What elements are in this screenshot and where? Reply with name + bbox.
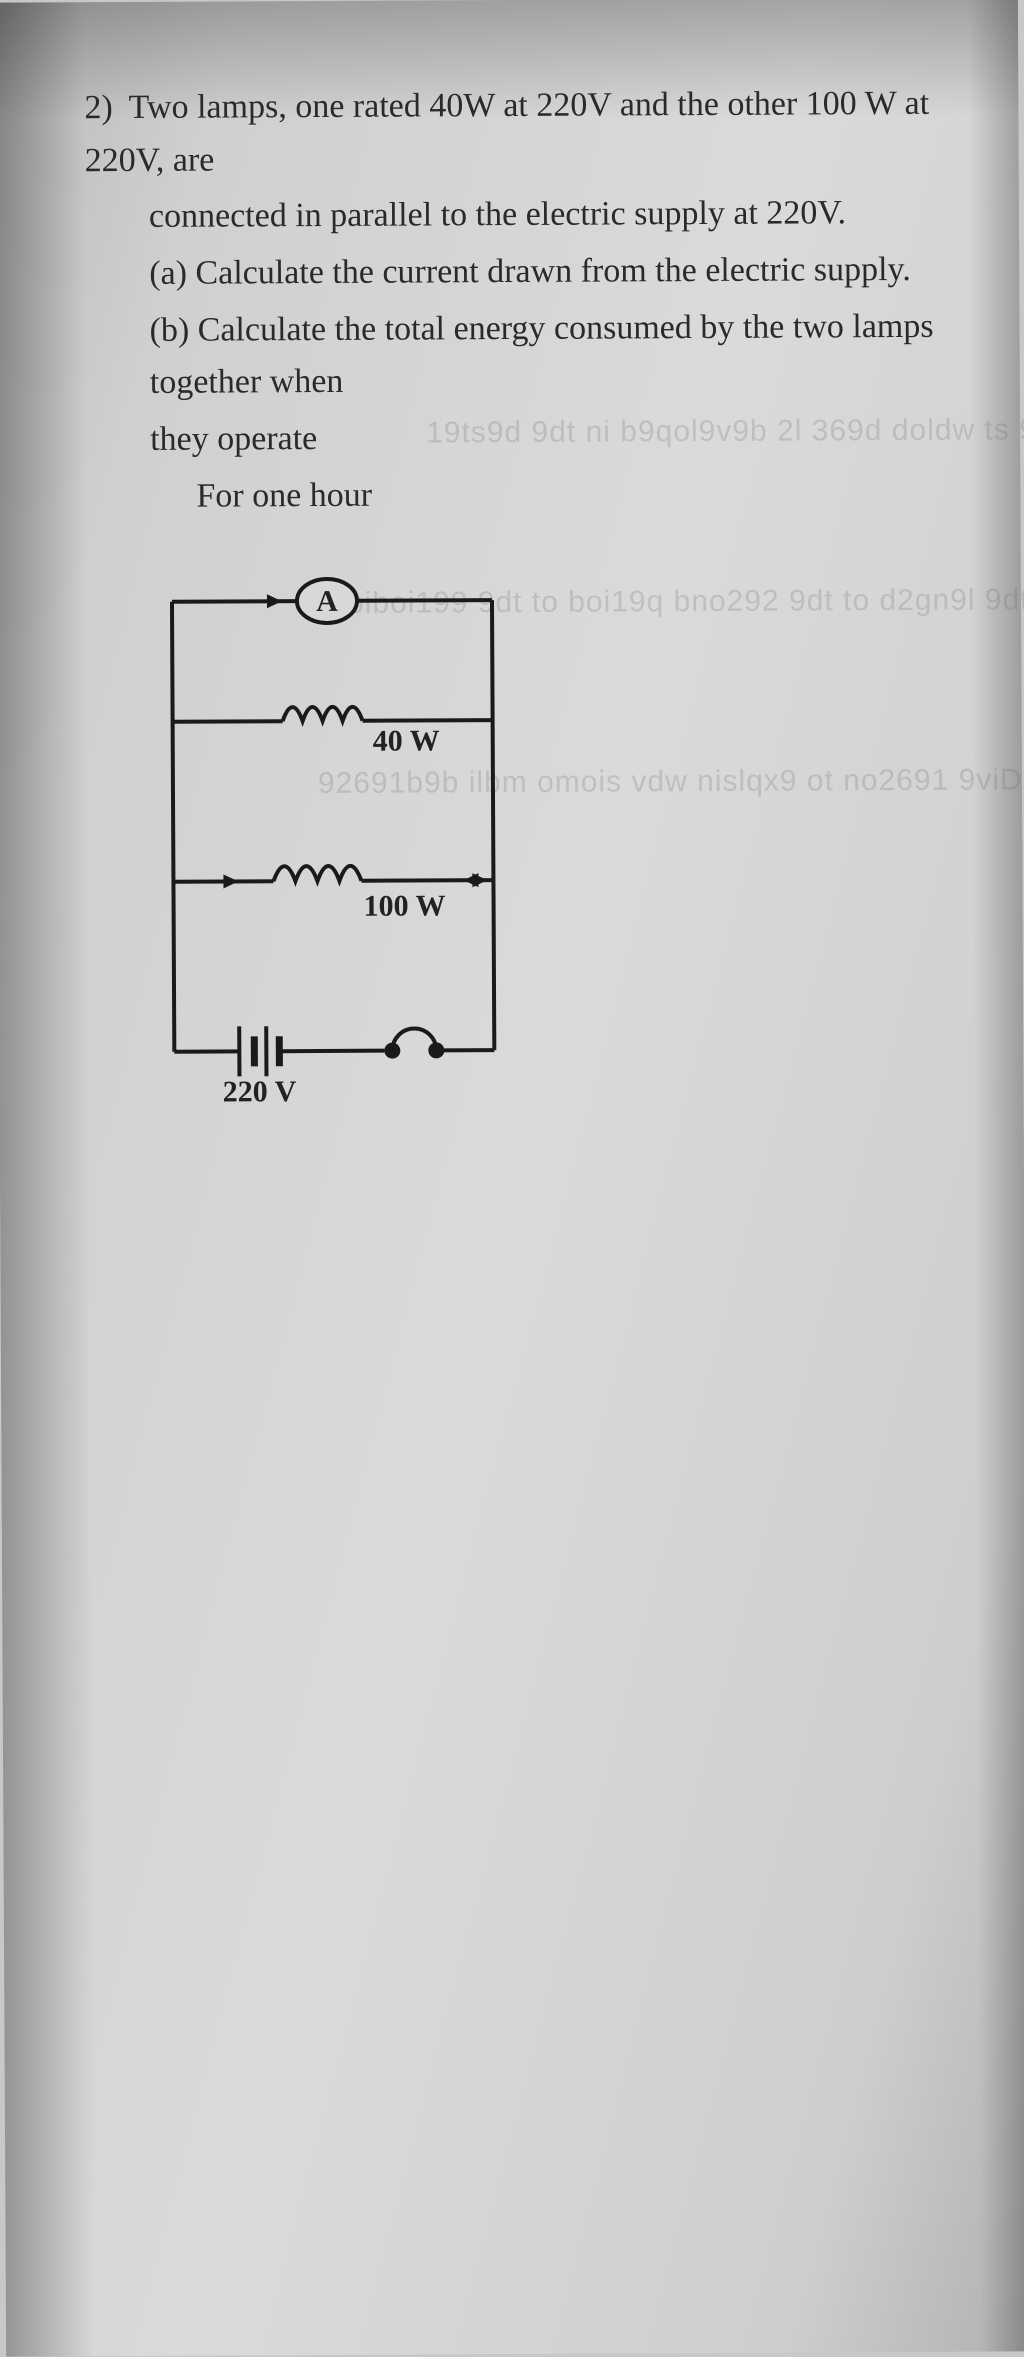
part-a: (a) Calculate the current drawn from the… xyxy=(85,244,945,301)
ammeter-label: A xyxy=(316,584,338,617)
lamp2-label: 100 W xyxy=(363,889,445,922)
paper-page: 2) Two lamps, one rated 40W at 220V and … xyxy=(0,0,1024,2357)
question-line-1: 2) Two lamps, one rated 40W at 220V and … xyxy=(84,78,945,188)
shadow-right xyxy=(968,0,1024,2352)
question-number: 2) xyxy=(84,82,113,135)
shadow-left xyxy=(0,2,96,2356)
question-line-2: connected in parallel to the electric su… xyxy=(85,187,945,244)
part-b-text-2: they operate xyxy=(150,420,317,458)
part-b-line-3: For one hour xyxy=(86,467,946,524)
part-b-text-3: For one hour xyxy=(196,477,372,515)
question-text-2: connected in parallel to the electric su… xyxy=(149,195,846,236)
supply-label: 220 V xyxy=(223,1075,297,1108)
question-text-1: Two lamps, one rated 40W at 220V and the… xyxy=(85,85,930,179)
part-b-text-1: (b) Calculate the total energy consumed … xyxy=(149,308,933,402)
lamp1-label: 40 W xyxy=(373,724,440,757)
circuit-svg: A 40 W 100 W 220 V xyxy=(142,569,525,1131)
question-block: 2) Two lamps, one rated 40W at 220V and … xyxy=(84,78,949,1132)
part-a-text: (a) Calculate the current drawn from the… xyxy=(149,251,911,292)
circuit-diagram: A 40 W 100 W 220 V xyxy=(142,569,525,1131)
part-b-line-1: (b) Calculate the total energy consumed … xyxy=(85,300,946,410)
bleed-text-1: 19ts9d 9dt ni b9qol9v9b 2l 369d doldw ts… xyxy=(426,407,1024,457)
